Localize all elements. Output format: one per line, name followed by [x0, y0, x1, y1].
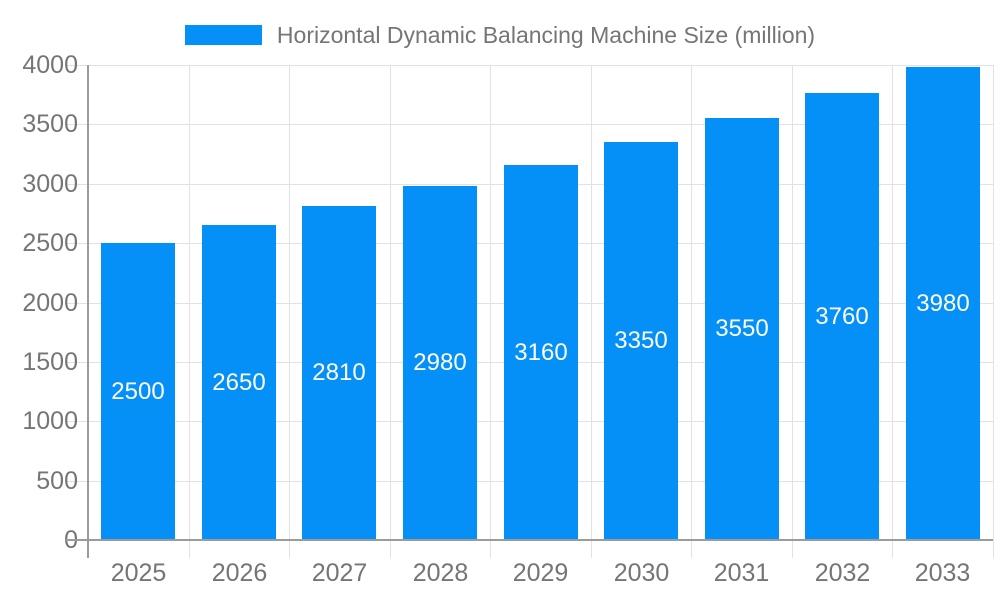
y-axis-line [87, 65, 89, 558]
gridline-vertical [792, 65, 793, 558]
bar[interactable]: 2650 [202, 225, 276, 540]
x-axis-tick-label: 2033 [914, 559, 971, 587]
y-axis-tick-label: 2500 [22, 229, 78, 257]
legend-swatch[interactable] [184, 25, 262, 45]
gridline-vertical [490, 65, 491, 558]
bar-value-label: 2810 [312, 359, 366, 386]
legend-label: Horizontal Dynamic Balancing Machine Siz… [276, 22, 816, 48]
bar-value-label: 3350 [614, 327, 668, 354]
bar[interactable]: 3980 [906, 67, 980, 540]
y-axis-tick-label: 1500 [22, 348, 78, 376]
y-axis-tick-label: 1000 [22, 407, 78, 435]
bar[interactable]: 3550 [705, 118, 779, 540]
bar[interactable]: 2810 [302, 206, 376, 540]
gridline-vertical [289, 65, 290, 558]
x-axis-tick-label: 2025 [110, 559, 167, 587]
gridline-vertical [993, 65, 994, 558]
bar-value-label: 3760 [815, 303, 869, 330]
y-axis-tick-label: 3000 [22, 170, 78, 198]
legend[interactable]: Horizontal Dynamic Balancing Machine Siz… [0, 20, 1000, 50]
bar-value-label: 2980 [413, 349, 467, 376]
bar-value-label: 2500 [111, 378, 165, 405]
bar[interactable]: 3350 [604, 142, 678, 540]
y-axis-tick-label: 3500 [22, 110, 78, 138]
gridline-vertical [691, 65, 692, 558]
x-axis-tick-label: 2032 [814, 559, 871, 587]
y-axis-tick-label: 500 [36, 467, 78, 495]
bar-value-label: 2650 [212, 369, 266, 396]
bar-value-label: 3980 [916, 290, 970, 317]
x-axis-tick-label: 2027 [311, 559, 368, 587]
bar[interactable]: 3160 [504, 165, 578, 540]
y-axis-tick-label: 2000 [22, 289, 78, 317]
x-axis-tick-label: 2029 [512, 559, 569, 587]
y-axis-tick-label: 4000 [22, 51, 78, 79]
x-axis-tick-label: 2030 [613, 559, 670, 587]
gridline-vertical [591, 65, 592, 558]
bar-value-label: 3160 [514, 339, 568, 366]
gridline-horizontal [66, 65, 993, 66]
bar-value-label: 3550 [715, 315, 769, 342]
x-axis-tick-label: 2028 [412, 559, 469, 587]
gridline-vertical [189, 65, 190, 558]
x-axis-line [66, 539, 993, 541]
x-axis-tick-label: 2026 [211, 559, 268, 587]
bar[interactable]: 3760 [805, 93, 879, 540]
x-axis-tick-label: 2031 [713, 559, 770, 587]
bar[interactable]: 2980 [403, 186, 477, 540]
gridline-vertical [390, 65, 391, 558]
bar[interactable]: 2500 [101, 243, 175, 540]
gridline-vertical [892, 65, 893, 558]
